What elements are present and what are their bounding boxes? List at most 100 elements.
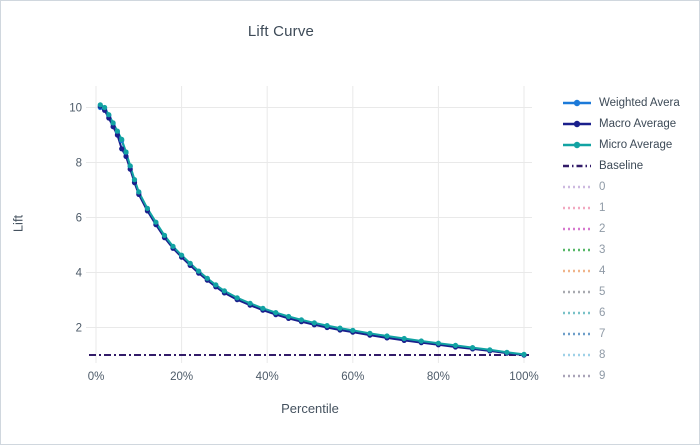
legend-item-label: 6 [599,307,606,319]
legend: Weighted Avera Macro Average Micro Avera… [561,96,680,383]
legend-item-baseline[interactable]: Baseline [561,159,680,173]
series-marker [337,325,343,331]
legend-item-label: Micro Average [599,139,673,151]
legend-item-weighted-avera[interactable]: Weighted Avera [561,96,680,110]
series-marker [97,102,103,108]
series-marker [119,136,125,142]
series-marker [401,335,407,342]
series-marker [123,153,129,159]
legend-item-label: 4 [599,265,606,277]
series-marker [234,295,240,301]
legend-swatch [563,206,591,210]
legend-swatch [563,353,591,357]
y-tick-label: 8 [76,158,82,170]
series-marker [161,232,168,238]
legend-item-label: Macro Average [599,118,677,130]
legend-swatch [563,164,591,168]
series-marker [487,347,493,353]
chart-title: Lift Curve [247,23,315,40]
legend-swatch [563,185,591,189]
series-marker [470,345,476,351]
series-marker [110,120,116,126]
series-marker [204,275,210,281]
legend-item-macro-average[interactable]: Macro Average [561,117,680,131]
series-marker [179,252,185,258]
legend-item-2[interactable]: 2 [561,222,680,236]
legend-swatch [563,120,591,128]
series-marker [106,112,112,118]
y-tick-label: 4 [76,268,83,280]
legend-swatch [563,248,591,252]
legend-item-6[interactable]: 6 [561,306,680,320]
series-marker [213,282,219,288]
legend-item-1[interactable]: 1 [561,201,680,215]
legend-item-label: 9 [599,370,606,382]
series-line [99,106,525,356]
x-tick-label: 60% [341,371,364,383]
series-marker [435,340,441,346]
series-line [99,103,525,356]
legend-swatch [563,332,591,336]
legend-item-label: 0 [599,181,606,193]
series-marker [311,320,317,326]
legend-swatch [563,141,591,149]
legend-item-9[interactable]: 9 [561,369,680,383]
legend-swatch [563,311,591,315]
legend-item-label: 3 [599,244,606,256]
legend-swatch [563,227,591,231]
series-marker [144,205,150,211]
series-marker [521,351,527,357]
series-marker [136,189,142,195]
series-marker [110,124,116,130]
legend-swatch [563,290,591,294]
x-tick-label: 0% [88,371,105,383]
legend-swatch [563,269,591,273]
series-marker [452,342,459,348]
legend-item-3[interactable]: 3 [561,243,680,257]
legend-item-label: 1 [599,202,606,214]
legend-item-label: Weighted Avera [599,97,680,109]
x-tick-label: 100% [509,371,538,383]
series-marker [187,260,193,266]
series-marker [170,243,176,249]
series-marker [418,338,424,344]
legend-item-label: 7 [599,328,606,340]
legend-item-label: 5 [599,286,606,298]
series-marker [119,146,125,152]
y-tick-label: 2 [76,323,82,335]
legend-item-micro-average[interactable]: Micro Average [561,138,680,152]
series-marker [350,327,356,333]
series-marker [127,163,133,169]
series-marker [102,104,108,111]
series-marker [384,333,390,339]
x-tick-label: 40% [256,371,279,383]
legend-item-5[interactable]: 5 [561,285,680,299]
x-axis-label: Percentile [281,401,339,416]
legend-item-4[interactable]: 4 [561,264,680,278]
legend-swatch [563,374,591,378]
series-marker [247,300,253,306]
legend-item-label: Baseline [599,160,644,172]
legend-item-7[interactable]: 7 [561,327,680,341]
y-tick-label: 6 [76,213,82,225]
series-marker [131,177,138,183]
series-marker [123,149,129,155]
x-tick-label: 80% [427,371,450,383]
legend-item-label: 2 [599,223,606,235]
series-marker [196,268,202,274]
series-marker [114,128,120,134]
series-marker [260,305,266,311]
series-marker [367,330,373,336]
series-marker [298,317,304,323]
legend-item-8[interactable]: 8 [561,348,680,362]
series-line [99,105,525,356]
series-marker [286,313,292,320]
x-tick-label: 20% [170,371,193,383]
series-marker [324,323,330,329]
y-tick-label: 10 [69,103,82,115]
series-marker [221,288,227,294]
series-marker [114,132,120,138]
legend-item-0[interactable]: 0 [561,180,680,194]
